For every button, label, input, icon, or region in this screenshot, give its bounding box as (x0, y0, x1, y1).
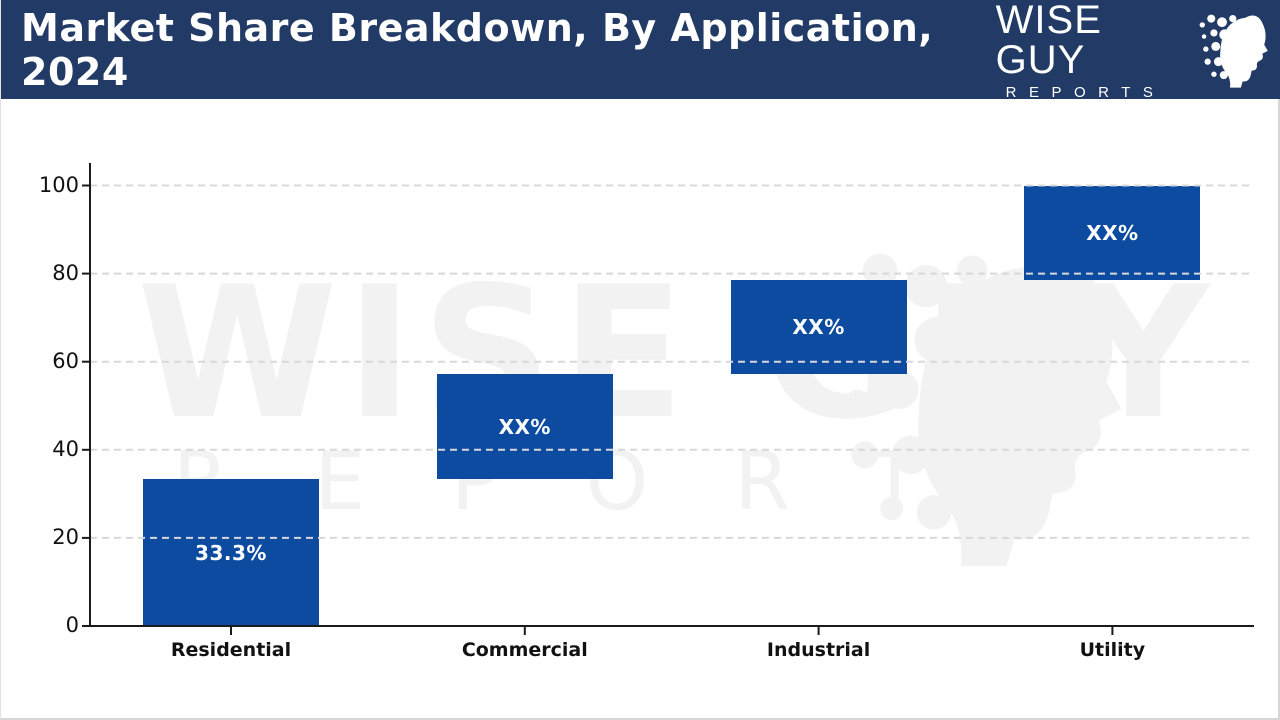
x-tick-label-utility: Utility (1079, 639, 1146, 661)
x-tick-label-residential: Residential (170, 639, 292, 661)
page-title: Market Share Breakdown, By Application, … (21, 5, 934, 94)
x-tick-label-commercial: Commercial (461, 639, 588, 661)
brand-subtitle: REPORTS (1005, 83, 1166, 101)
y-tick-label-100: 100 (38, 172, 79, 197)
bar-value-label: XX% (792, 315, 845, 340)
bar-value-label: XX% (1086, 220, 1139, 245)
y-tick-label-40: 40 (52, 436, 79, 461)
header-bar: Market Share Breakdown, By Application, … (1, 0, 1280, 100)
bar-residential: 33.3% (143, 479, 319, 626)
brand-logo: WISE GUY REPORTS (996, 0, 1271, 100)
y-tick-label-80: 80 (52, 260, 79, 285)
brand-name: WISE GUY (995, 0, 1102, 82)
y-tick-label-20: 20 (52, 524, 79, 549)
brand-logo-text: WISE GUY REPORTS (996, 0, 1192, 100)
x-tick-label-industrial: Industrial (766, 639, 871, 661)
bar-value-label: 33.3% (195, 540, 267, 565)
y-tick-label-60: 60 (52, 348, 79, 373)
bar-commercial: XX% (436, 374, 613, 480)
bar-industrial: XX% (730, 279, 907, 375)
bar-utility: XX% (1024, 185, 1201, 280)
bar-value-label: XX% (498, 414, 551, 439)
y-tick-label-0: 0 (65, 613, 79, 637)
